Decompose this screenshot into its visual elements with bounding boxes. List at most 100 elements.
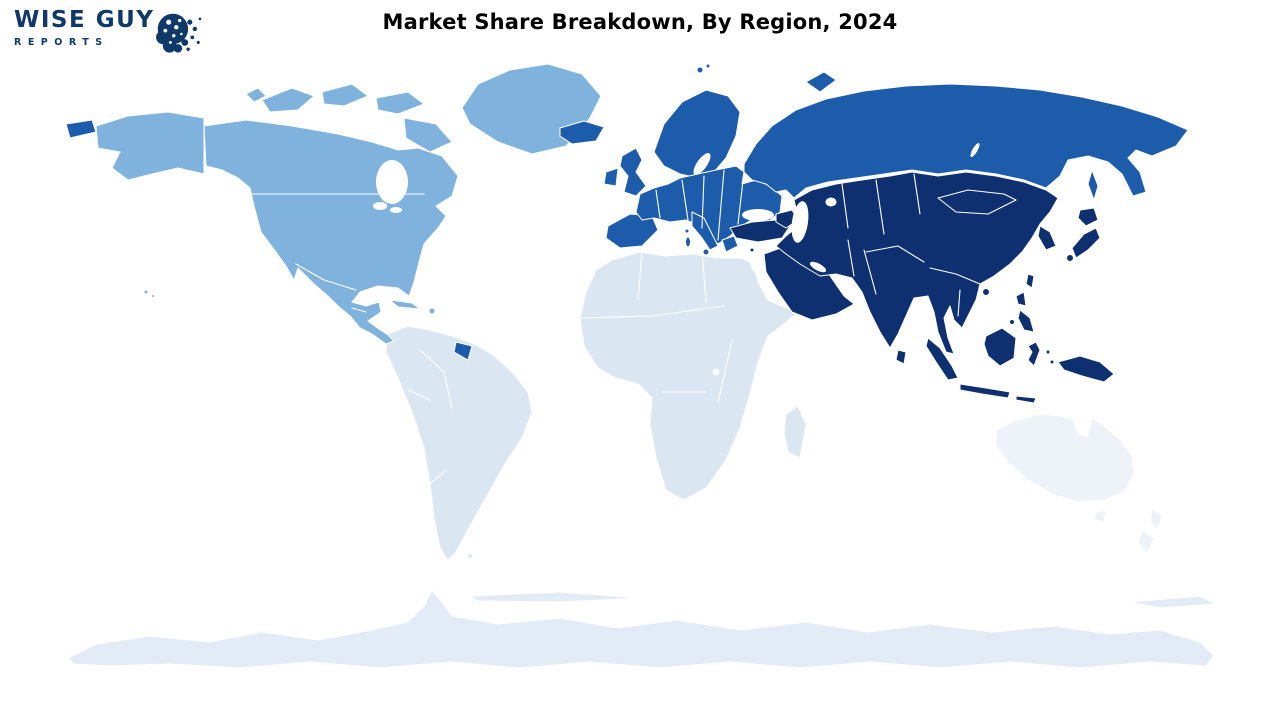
map-hudson-bay bbox=[376, 160, 408, 204]
map-chukotka-wrap bbox=[65, 119, 97, 139]
region-group-asia-pacific bbox=[729, 171, 1115, 404]
map-taiwan bbox=[1025, 273, 1035, 289]
map-lake-victoria bbox=[712, 368, 720, 376]
map-falkland-islands bbox=[467, 553, 473, 559]
map-black-sea bbox=[742, 209, 774, 221]
map-java bbox=[959, 383, 1011, 399]
border-kazakhstan-china bbox=[913, 173, 921, 215]
border-indochina bbox=[957, 289, 961, 317]
map-novaya-zemlya bbox=[805, 71, 837, 93]
logo-head-icon bbox=[156, 13, 202, 53]
map-red-sea bbox=[749, 261, 783, 303]
map-new-zealand-north bbox=[1149, 507, 1163, 531]
map-arctic-island-2 bbox=[321, 83, 369, 107]
border-europe-1 bbox=[655, 189, 661, 219]
map-borneo bbox=[983, 327, 1017, 367]
map-moluccas-2 bbox=[1049, 359, 1055, 365]
map-baltic-sea bbox=[693, 152, 711, 176]
map-korea bbox=[1037, 225, 1057, 251]
map-lesser-sunda bbox=[1015, 395, 1037, 404]
map-sakhalin bbox=[1087, 169, 1099, 201]
map-alaska bbox=[95, 111, 205, 181]
region-group-north-america bbox=[95, 63, 602, 345]
map-hawaii-2 bbox=[151, 294, 155, 298]
map-french-guiana bbox=[453, 341, 473, 361]
map-japan-kyushu bbox=[1066, 254, 1074, 262]
map-antarctic-sliver-east bbox=[1129, 595, 1217, 609]
region-group-africa bbox=[579, 251, 807, 501]
map-hawaii-1 bbox=[143, 289, 149, 295]
logo-line-wise-guy: WISE GUY bbox=[14, 7, 155, 33]
map-antarctic-sliver-west bbox=[469, 591, 641, 603]
map-arctic-island-1 bbox=[261, 87, 315, 113]
map-madagascar bbox=[783, 405, 807, 459]
map-sri-lanka bbox=[895, 349, 907, 365]
map-corsica bbox=[684, 228, 690, 234]
map-japan-hokkaido bbox=[1077, 207, 1099, 227]
map-ireland bbox=[603, 167, 619, 187]
border-africa-sahel bbox=[581, 305, 725, 319]
border-china-india bbox=[865, 245, 925, 263]
map-australia bbox=[995, 413, 1135, 503]
map-iceland bbox=[559, 120, 605, 145]
border-central-asia-2 bbox=[875, 179, 885, 235]
chart-title: Market Share Breakdown, By Region, 2024 bbox=[382, 10, 898, 34]
map-canada-usa-mexico bbox=[203, 119, 459, 345]
map-country-borders bbox=[251, 169, 1017, 485]
region-group-oceania bbox=[995, 413, 1163, 553]
map-turkey bbox=[729, 219, 791, 243]
map-europe-mainland bbox=[635, 165, 783, 245]
border-argentina-chile bbox=[429, 469, 447, 485]
map-scandinavia bbox=[653, 89, 741, 179]
border-china-sea bbox=[929, 267, 981, 285]
map-cyprus bbox=[749, 247, 755, 253]
map-svalbard-1 bbox=[696, 66, 704, 74]
map-aral-sea bbox=[825, 197, 837, 207]
map-italy bbox=[691, 211, 719, 251]
map-sumatra bbox=[925, 337, 959, 381]
map-arctic-island-4 bbox=[245, 87, 267, 103]
border-africa-2 bbox=[701, 249, 707, 303]
map-new-guinea bbox=[1057, 355, 1115, 383]
border-brazil bbox=[419, 349, 453, 409]
border-europe-4 bbox=[717, 169, 725, 241]
wise-guy-reports-logo: WISE GUY REPORTS bbox=[14, 7, 205, 60]
border-mexico-guatemala bbox=[351, 307, 367, 313]
border-europe-5 bbox=[737, 171, 745, 225]
map-japan-honshu bbox=[1071, 227, 1101, 259]
map-water-overlays bbox=[373, 142, 980, 376]
border-europe-3 bbox=[701, 175, 705, 229]
map-sulawesi bbox=[1027, 341, 1041, 367]
map-moluccas-1 bbox=[1045, 349, 1051, 355]
map-russia bbox=[743, 83, 1189, 199]
map-arctic-island-3 bbox=[375, 91, 425, 115]
map-persian-gulf bbox=[809, 261, 827, 273]
border-europe-2 bbox=[681, 179, 689, 221]
map-svalbard-2 bbox=[705, 63, 711, 69]
map-sicily bbox=[702, 248, 710, 256]
border-pakistan-india bbox=[863, 249, 877, 295]
map-africa bbox=[579, 251, 799, 501]
border-iran-pakistan bbox=[847, 239, 855, 277]
border-africa-1 bbox=[637, 251, 643, 301]
map-antarctica bbox=[67, 589, 1215, 669]
region-group-europe-russia bbox=[65, 63, 1189, 361]
map-great-lake-1 bbox=[373, 202, 387, 210]
map-lake-baikal bbox=[970, 142, 980, 158]
border-mongolia-south bbox=[937, 197, 1017, 215]
map-tasmania bbox=[1093, 509, 1107, 523]
border-central-asia-1 bbox=[841, 183, 849, 229]
map-philippines-mindanao bbox=[1017, 309, 1035, 333]
map-hainan bbox=[982, 288, 990, 296]
border-peru-brazil bbox=[407, 389, 431, 401]
border-africa-4 bbox=[717, 339, 733, 403]
map-new-zealand-south bbox=[1137, 529, 1155, 553]
map-south-america bbox=[385, 325, 533, 561]
map-cuba bbox=[389, 299, 421, 310]
logo-line-reports: REPORTS bbox=[14, 37, 109, 49]
map-baffin-island bbox=[403, 117, 453, 153]
map-hispaniola bbox=[428, 307, 436, 315]
map-iberia bbox=[605, 213, 659, 249]
map-caspian-sea bbox=[791, 201, 809, 243]
